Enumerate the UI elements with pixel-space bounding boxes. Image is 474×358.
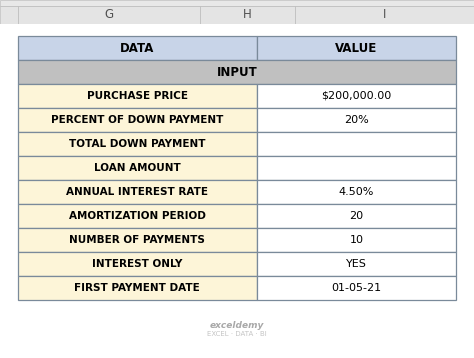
Text: G: G: [104, 9, 114, 21]
Text: YES: YES: [346, 259, 367, 269]
Bar: [257, 252, 456, 276]
Bar: [0, 6, 18, 24]
Bar: [18, 156, 257, 180]
Text: $200,000.00: $200,000.00: [321, 91, 392, 101]
Bar: [295, 6, 474, 24]
Bar: [0, 0, 474, 6]
Bar: [18, 180, 257, 204]
Bar: [0, 300, 474, 358]
Bar: [200, 6, 295, 24]
Bar: [18, 252, 257, 276]
Text: FIRST PAYMENT DATE: FIRST PAYMENT DATE: [74, 283, 200, 293]
Text: TOTAL DOWN PAYMENT: TOTAL DOWN PAYMENT: [69, 139, 206, 149]
Bar: [18, 132, 257, 156]
Bar: [257, 156, 456, 180]
Bar: [18, 36, 456, 300]
Text: PURCHASE PRICE: PURCHASE PRICE: [87, 91, 188, 101]
Bar: [18, 84, 257, 108]
Text: INTEREST ONLY: INTEREST ONLY: [92, 259, 182, 269]
Text: AMORTIZATION PERIOD: AMORTIZATION PERIOD: [69, 211, 206, 221]
Text: I: I: [383, 9, 386, 21]
Bar: [257, 108, 456, 132]
Bar: [257, 84, 456, 108]
Text: DATA: DATA: [120, 42, 155, 54]
Text: 01-05-21: 01-05-21: [331, 283, 382, 293]
Bar: [257, 204, 456, 228]
Text: PERCENT OF DOWN PAYMENT: PERCENT OF DOWN PAYMENT: [51, 115, 224, 125]
Text: VALUE: VALUE: [335, 42, 377, 54]
Bar: [257, 36, 456, 60]
Bar: [257, 132, 456, 156]
Bar: [18, 6, 200, 24]
Bar: [0, 24, 474, 36]
Text: 20%: 20%: [344, 115, 369, 125]
Text: exceldemy: exceldemy: [210, 320, 264, 329]
Text: H: H: [243, 9, 252, 21]
Text: INPUT: INPUT: [217, 66, 257, 78]
Text: 4.50%: 4.50%: [338, 187, 374, 197]
Text: 20: 20: [349, 211, 364, 221]
Bar: [18, 60, 456, 84]
Text: LOAN AMOUNT: LOAN AMOUNT: [94, 163, 181, 173]
Bar: [18, 228, 257, 252]
Bar: [18, 204, 257, 228]
Text: ANNUAL INTEREST RATE: ANNUAL INTEREST RATE: [66, 187, 209, 197]
Text: NUMBER OF PAYMENTS: NUMBER OF PAYMENTS: [69, 235, 205, 245]
Bar: [257, 276, 456, 300]
Text: 10: 10: [349, 235, 364, 245]
Bar: [18, 108, 257, 132]
Bar: [257, 228, 456, 252]
Bar: [18, 36, 257, 60]
Text: EXCEL · DATA · BI: EXCEL · DATA · BI: [207, 331, 267, 337]
Bar: [257, 180, 456, 204]
Bar: [18, 276, 257, 300]
